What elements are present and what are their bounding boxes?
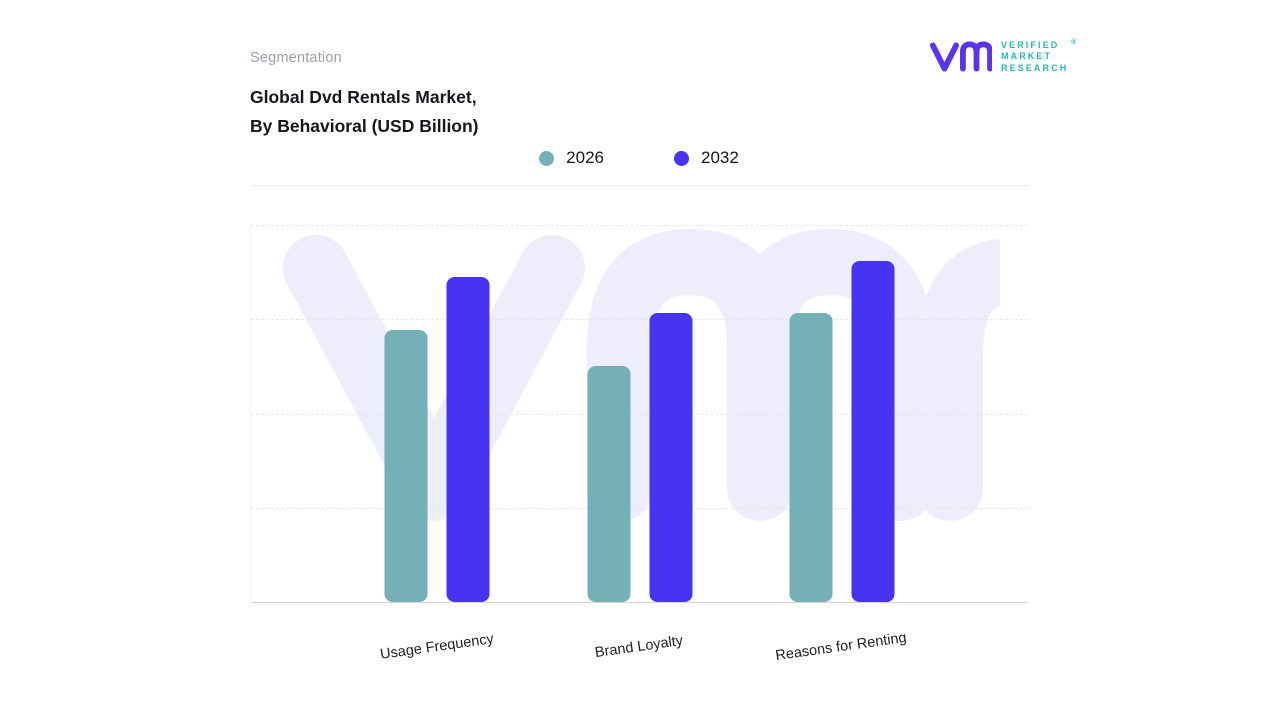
header-separator bbox=[250, 185, 1028, 186]
legend-label-2032: 2032 bbox=[701, 148, 739, 167]
segmentation-label: Segmentation bbox=[250, 50, 342, 66]
x-label-0: Usage Frequency bbox=[378, 631, 495, 663]
vmr-wordmark: VERIFIED MARKET RESEARCH ® bbox=[1001, 38, 1077, 75]
legend-label-2026: 2026 bbox=[566, 148, 604, 167]
legend-item-2026: 2026 bbox=[539, 148, 604, 168]
bar-2026-category-2 bbox=[789, 313, 833, 602]
bar-2032-category-2 bbox=[851, 261, 895, 602]
legend: 2026 2032 bbox=[250, 148, 1028, 168]
bar-group-0 bbox=[384, 277, 490, 602]
plot-area bbox=[250, 225, 1028, 603]
gridline-2 bbox=[251, 413, 1028, 415]
wordmark-line-2: MARKET bbox=[1001, 51, 1053, 62]
wordmark-line-1: VERIFIED bbox=[1001, 39, 1060, 50]
bar-2026-category-1 bbox=[587, 366, 630, 602]
bar-2026-category-0 bbox=[384, 330, 428, 602]
x-axis-labels: Usage Frequency Brand Loyalty Reasons for … bbox=[250, 603, 1028, 703]
legend-swatch-2026 bbox=[539, 150, 555, 166]
gridline-0 bbox=[251, 225, 1028, 226]
bar-2032-category-0 bbox=[446, 277, 490, 602]
legend-swatch-2032 bbox=[674, 150, 689, 166]
bar-2032-category-1 bbox=[649, 313, 692, 602]
legend-item-2032: 2032 bbox=[674, 148, 739, 168]
vmr-watermark-icon bbox=[283, 229, 1000, 521]
wordmark-line-3: RESEARCH bbox=[1001, 62, 1069, 73]
registered-mark: ® bbox=[1071, 38, 1077, 46]
vmr-logo: VERIFIED MARKET RESEARCH ® bbox=[928, 38, 1076, 76]
gridline-1 bbox=[251, 319, 1028, 321]
bar-group-2 bbox=[789, 261, 895, 602]
x-label-2: Reasons for Renting bbox=[774, 629, 908, 665]
title-line-1: Global Dvd Rentals Market, bbox=[250, 87, 477, 107]
title-line-2: By Behavioral (USD Billion) bbox=[250, 116, 479, 136]
gridline-3 bbox=[251, 507, 1028, 509]
page-title: Global Dvd Rentals Market, By Behavioral… bbox=[250, 83, 479, 141]
vmr-monogram-icon bbox=[929, 41, 992, 72]
x-label-1: Brand Loyalty bbox=[593, 632, 685, 662]
bar-group-1 bbox=[587, 313, 692, 602]
